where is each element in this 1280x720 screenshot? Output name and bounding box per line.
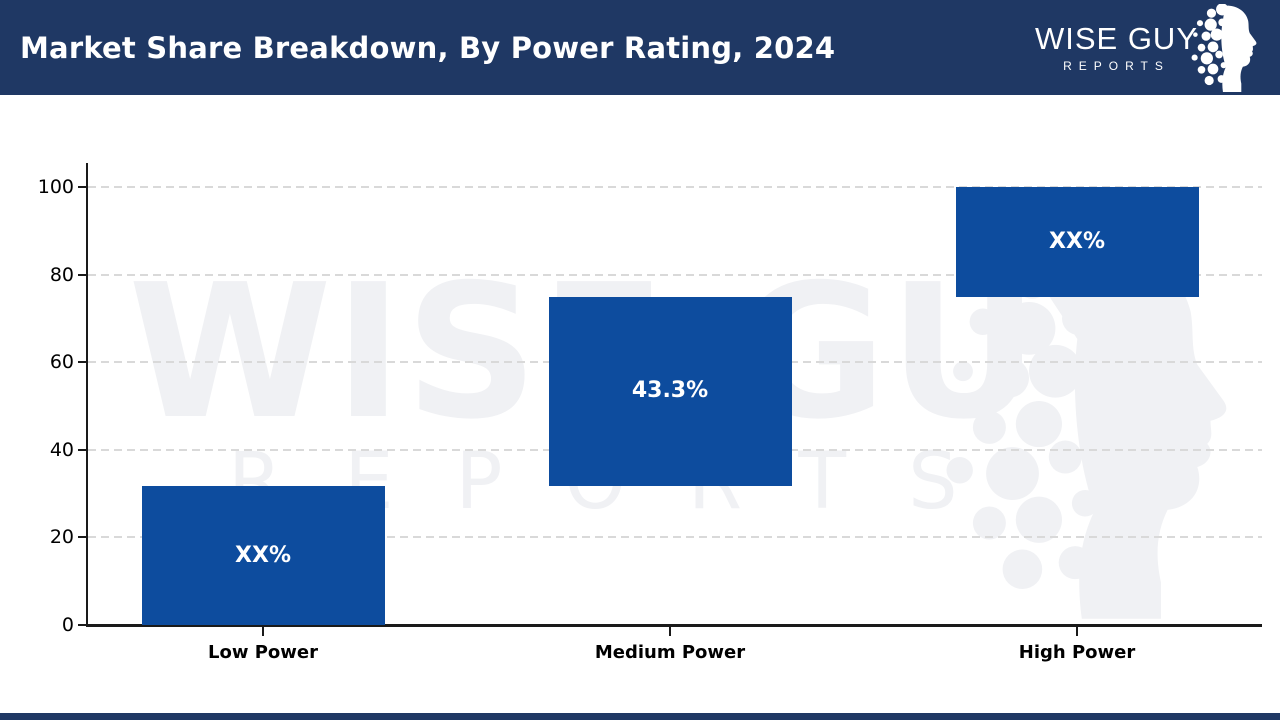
- bar: [548, 296, 792, 487]
- bar-label: XX%: [1049, 228, 1105, 254]
- gridline: [88, 186, 1262, 188]
- y-tick-label: 100: [37, 176, 74, 198]
- logo-wordmark: WISE GUY: [1034, 21, 1198, 56]
- y-tick: [78, 448, 86, 451]
- footer-bar: [0, 713, 1280, 720]
- y-tick-label: 80: [49, 263, 74, 286]
- bar: [141, 486, 385, 625]
- x-tick: [1076, 627, 1078, 636]
- y-tick-label: 0: [61, 614, 74, 636]
- bar: [955, 187, 1199, 297]
- y-tick: [78, 624, 86, 626]
- x-axis-label: High Power: [1018, 642, 1136, 663]
- x-axis-label: Low Power: [207, 642, 318, 663]
- y-tick-label: 60: [49, 351, 74, 374]
- y-tick-label: 40: [49, 438, 74, 461]
- y-tick: [78, 536, 86, 539]
- x-tick: [262, 627, 264, 636]
- gridline: [88, 536, 1262, 539]
- y-tick: [78, 186, 86, 188]
- bar-label: XX%: [235, 542, 291, 568]
- y-tick: [78, 273, 86, 276]
- brand-logo-text: WISE GUY REPORTS: [1035, 23, 1198, 73]
- x-axis-line: [86, 624, 1262, 627]
- brand-logo: WISE GUY REPORTS: [1035, 4, 1268, 92]
- x-axis-label: Medium Power: [594, 642, 746, 663]
- page-title: Market Share Breakdown, By Power Rating,…: [20, 30, 836, 65]
- gridline: [88, 273, 1262, 276]
- x-tick: [669, 627, 671, 636]
- header-bar: Market Share Breakdown, By Power Rating,…: [0, 0, 1280, 95]
- y-tick: [78, 361, 86, 364]
- y-tick-label: 20: [49, 526, 74, 549]
- logo-tagline: REPORTS: [1063, 59, 1170, 73]
- y-axis-line: [86, 163, 88, 627]
- bar-label: 43.3%: [631, 378, 709, 404]
